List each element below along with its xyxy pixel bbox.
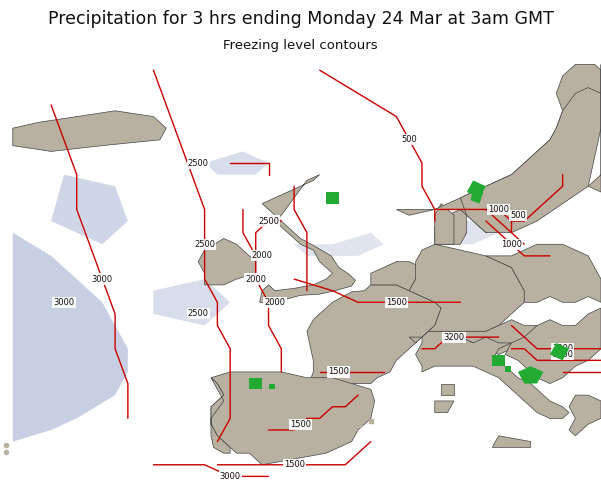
Polygon shape xyxy=(38,117,115,140)
Polygon shape xyxy=(588,64,601,192)
Text: Freezing level contours: Freezing level contours xyxy=(223,39,378,52)
Text: Precipitation for 3 hrs ending Monday 24 Mar at 3am GMT: Precipitation for 3 hrs ending Monday 24… xyxy=(47,10,554,28)
Polygon shape xyxy=(441,384,454,395)
Text: 500: 500 xyxy=(510,211,526,220)
Text: 2500: 2500 xyxy=(258,217,279,225)
Polygon shape xyxy=(397,64,601,233)
Polygon shape xyxy=(471,188,483,203)
Text: 2500: 2500 xyxy=(552,350,573,359)
Text: 3000: 3000 xyxy=(219,472,241,481)
Text: 1000: 1000 xyxy=(488,205,509,214)
Text: 1500: 1500 xyxy=(386,298,407,307)
Polygon shape xyxy=(204,244,256,279)
Polygon shape xyxy=(467,181,486,198)
Polygon shape xyxy=(415,331,569,418)
Polygon shape xyxy=(294,233,383,256)
Polygon shape xyxy=(518,366,543,384)
Text: 3000: 3000 xyxy=(53,298,75,307)
Text: 2000: 2000 xyxy=(245,275,266,284)
Text: 1500: 1500 xyxy=(284,460,305,469)
Polygon shape xyxy=(307,285,441,384)
Polygon shape xyxy=(51,175,128,244)
Polygon shape xyxy=(435,221,499,244)
Text: 3000: 3000 xyxy=(552,344,573,353)
Text: 2000: 2000 xyxy=(252,251,273,261)
Polygon shape xyxy=(204,151,269,175)
Polygon shape xyxy=(486,244,601,302)
Polygon shape xyxy=(249,378,262,389)
Text: 2500: 2500 xyxy=(188,309,209,318)
Text: 3200: 3200 xyxy=(444,333,465,342)
Polygon shape xyxy=(371,262,422,291)
Polygon shape xyxy=(198,239,256,285)
Polygon shape xyxy=(492,436,531,447)
Text: 3000: 3000 xyxy=(92,275,113,284)
Text: 500: 500 xyxy=(401,135,417,144)
Polygon shape xyxy=(435,209,467,244)
Polygon shape xyxy=(153,279,230,325)
Polygon shape xyxy=(409,244,524,337)
Polygon shape xyxy=(260,175,355,304)
Polygon shape xyxy=(326,192,339,203)
Polygon shape xyxy=(269,384,275,389)
Polygon shape xyxy=(505,366,511,372)
Polygon shape xyxy=(211,372,374,465)
Polygon shape xyxy=(492,354,505,366)
Polygon shape xyxy=(435,203,454,244)
Polygon shape xyxy=(550,343,569,360)
Text: 1000: 1000 xyxy=(501,240,522,249)
Polygon shape xyxy=(435,401,454,412)
Polygon shape xyxy=(13,111,166,151)
Polygon shape xyxy=(505,308,601,384)
Polygon shape xyxy=(460,87,601,233)
Polygon shape xyxy=(569,395,601,436)
Text: 1500: 1500 xyxy=(328,367,349,376)
Text: 2000: 2000 xyxy=(264,298,285,307)
Polygon shape xyxy=(409,320,563,354)
Polygon shape xyxy=(13,233,128,442)
Text: 2500: 2500 xyxy=(194,240,215,249)
Text: 2500: 2500 xyxy=(188,159,209,167)
Text: 1500: 1500 xyxy=(290,420,311,428)
Polygon shape xyxy=(211,378,230,453)
